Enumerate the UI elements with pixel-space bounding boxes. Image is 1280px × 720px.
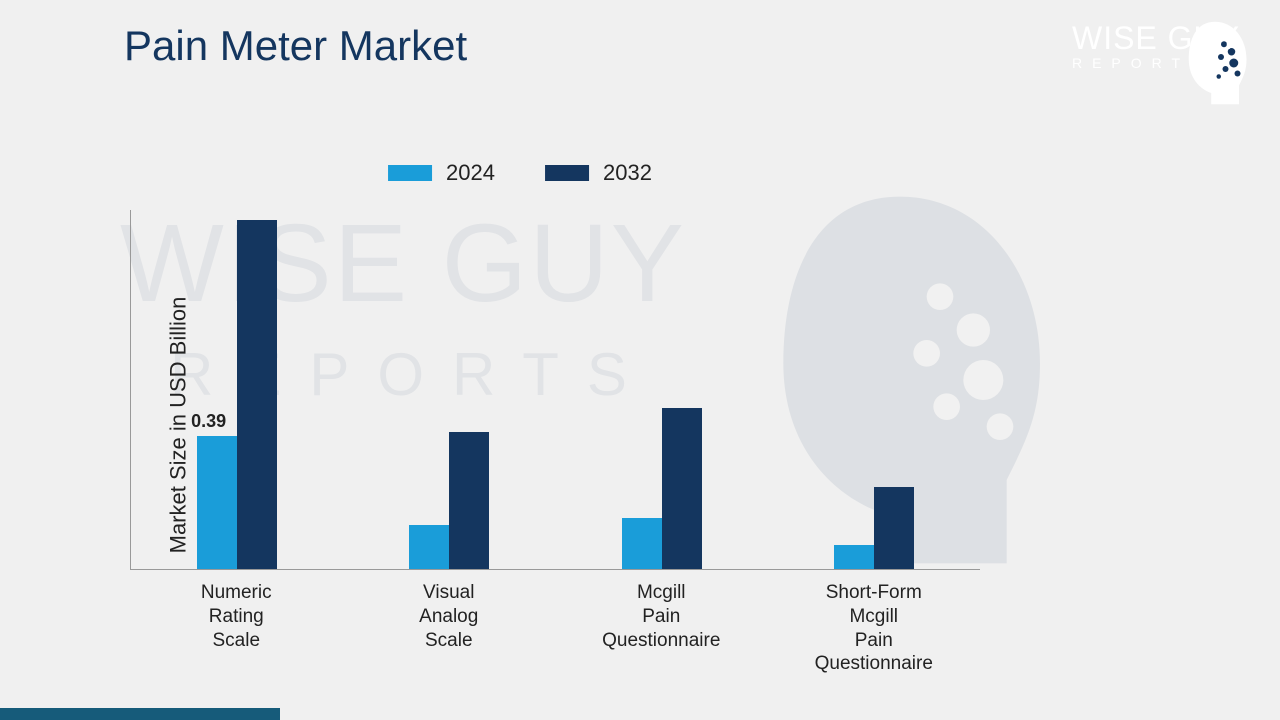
bar-value-label: 0.39 (191, 411, 226, 432)
chart-title: Pain Meter Market (124, 22, 467, 70)
bar-2024 (622, 518, 662, 569)
bar-group (622, 210, 702, 569)
bar-groups: 0.39 (131, 210, 980, 569)
brand-line2: REPORTS (1072, 55, 1240, 71)
brand-line1: WISE GUY (1072, 20, 1240, 57)
legend-swatch-2024 (388, 165, 432, 181)
bar-group (409, 210, 489, 569)
bar-2032 (874, 487, 914, 569)
bar-2032 (662, 408, 702, 569)
x-axis-label: NumericRatingScale (156, 575, 316, 690)
bar-2024 (197, 436, 237, 569)
x-axis-labels: NumericRatingScale VisualAnalogScale Mcgil… (130, 575, 980, 690)
legend-item-2024: 2024 (388, 160, 495, 186)
brand-logo: WISE GUY REPORTS (1072, 20, 1240, 71)
bar-group: 0.39 (197, 210, 277, 569)
bar-group (834, 210, 914, 569)
x-axis-label: Short-FormMcgillPainQuestionnaire (794, 575, 954, 690)
bar-2032 (449, 432, 489, 569)
legend-label-2024: 2024 (446, 160, 495, 186)
legend: 2024 2032 (388, 160, 652, 186)
chart-canvas: WISE GUY REPORTS WISE GUY REPORTS Pain M… (0, 0, 1280, 720)
x-axis-label: McgillPainQuestionnaire (581, 575, 741, 690)
legend-swatch-2032 (545, 165, 589, 181)
x-axis-label: VisualAnalogScale (369, 575, 529, 690)
legend-item-2032: 2032 (545, 160, 652, 186)
legend-label-2032: 2032 (603, 160, 652, 186)
plot-area: 0.39 (130, 210, 980, 570)
chart-area: Market Size in USD Billion 2024 2032 0.3… (60, 160, 980, 690)
bar-2032 (237, 220, 277, 569)
bar-2024 (409, 525, 449, 569)
bottom-stripe (0, 708, 280, 720)
bar-2024 (834, 545, 874, 569)
